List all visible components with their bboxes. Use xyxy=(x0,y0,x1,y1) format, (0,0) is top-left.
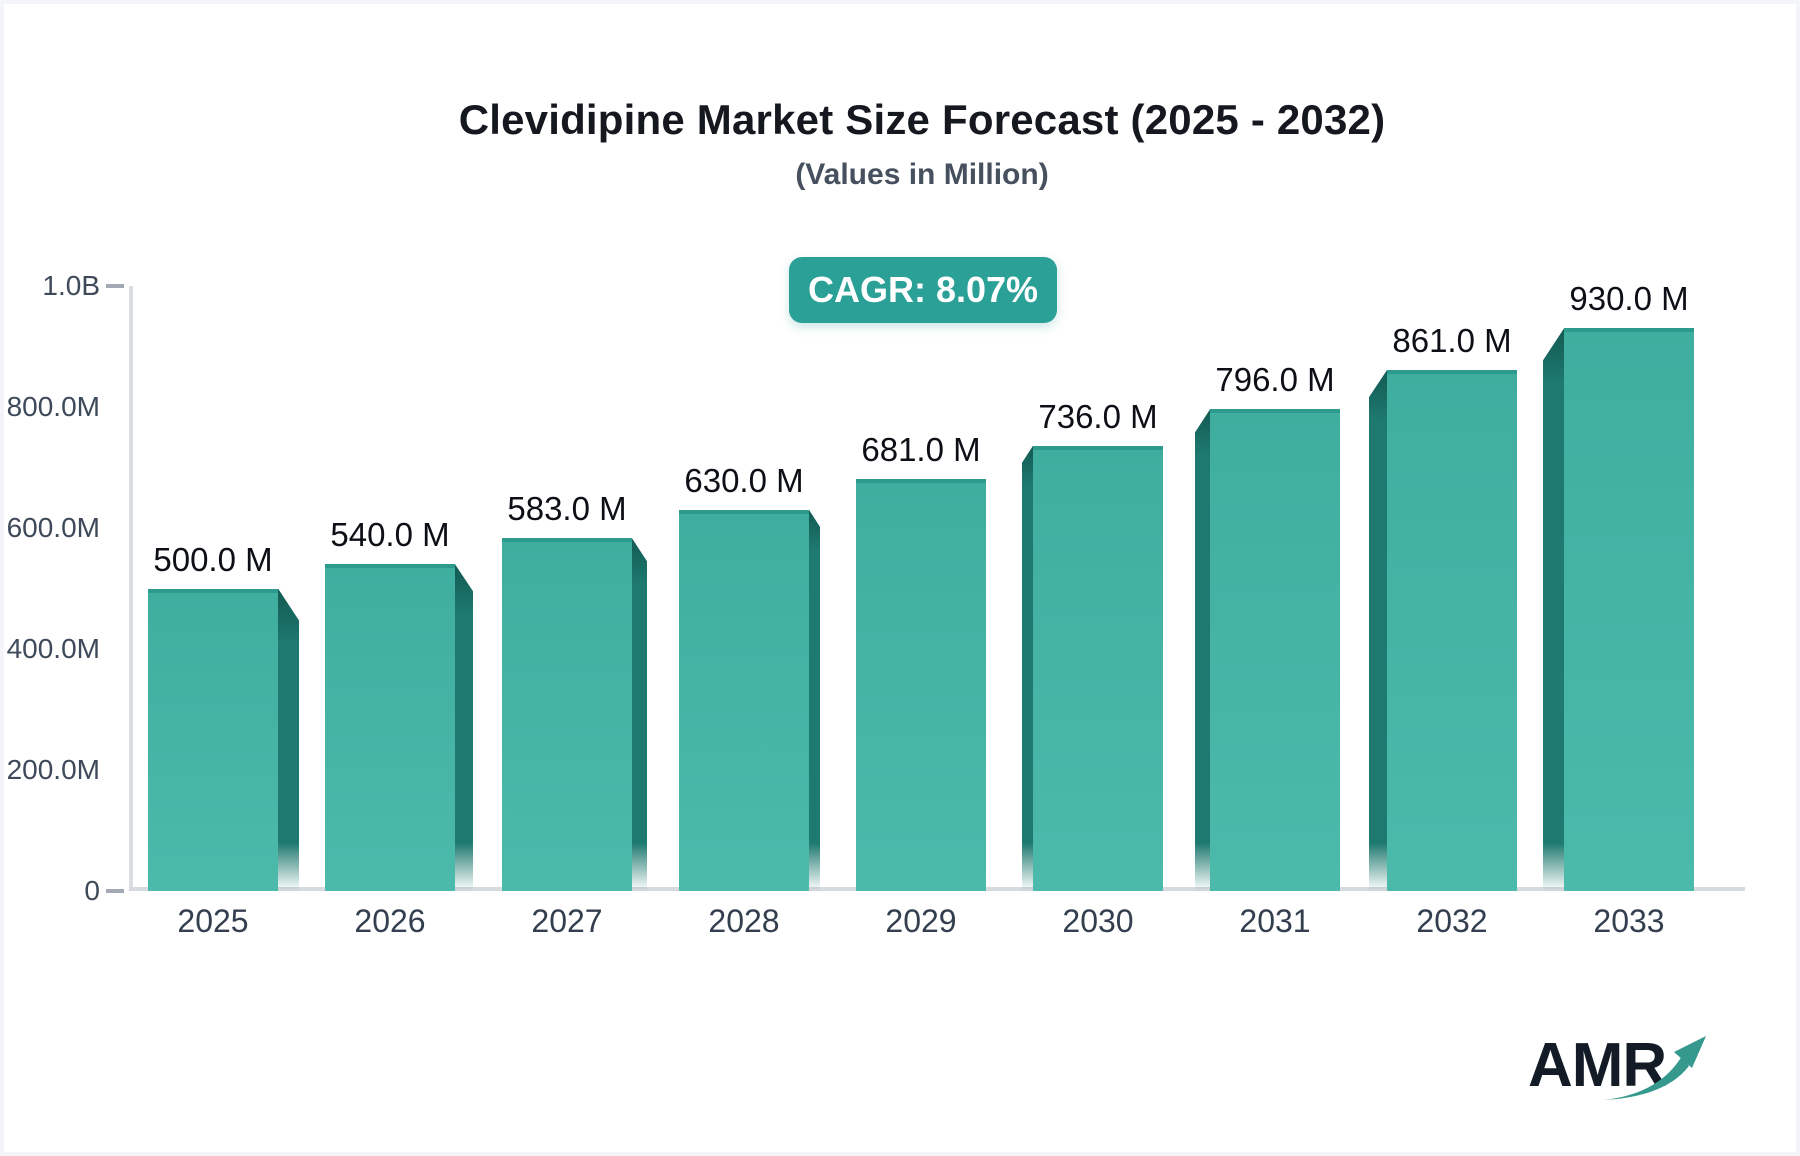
bar-3d-side-face xyxy=(1543,328,1564,891)
y-axis-line xyxy=(129,286,133,891)
bar[interactable] xyxy=(148,588,278,891)
x-tick-label: 2032 xyxy=(1416,903,1488,939)
bar-value-label: 861.0 M xyxy=(1392,322,1512,360)
bar-3d-side-face xyxy=(455,564,473,891)
bar[interactable] xyxy=(1033,445,1163,891)
x-tick-label: 2031 xyxy=(1239,903,1311,939)
bar-3d-side-face xyxy=(1022,445,1033,891)
bar[interactable] xyxy=(325,564,455,891)
chart-title: Clevidipine Market Size Forecast (2025 -… xyxy=(458,96,1386,143)
x-tick-label: 2027 xyxy=(531,903,603,939)
growth-arrow-icon xyxy=(1604,1036,1706,1100)
y-tick-dash xyxy=(106,889,124,893)
x-tick-label: 2028 xyxy=(708,903,780,939)
bar-value-label: 681.0 M xyxy=(861,430,981,468)
bar[interactable] xyxy=(1210,409,1340,891)
bar[interactable] xyxy=(1564,328,1694,891)
bar-3d-side-face xyxy=(809,509,820,891)
bar[interactable] xyxy=(502,538,632,891)
bar-3d-side-face xyxy=(1369,370,1387,891)
bar-3d-side-face xyxy=(1195,409,1210,891)
x-tick-label: 2030 xyxy=(1062,903,1134,939)
cagr-badge: CAGR: 8.07% xyxy=(789,257,1057,323)
bar-value-label: 736.0 M xyxy=(1038,397,1158,435)
bar-value-label: 540.0 M xyxy=(330,516,450,554)
bar-value-label: 796.0 M xyxy=(1215,361,1335,399)
chart-subtitle: (Values in Million) xyxy=(795,158,1049,191)
x-tick-label: 2029 xyxy=(885,903,957,939)
y-tick-label: 1.0B xyxy=(42,270,100,301)
y-tick-label: 0 xyxy=(84,875,100,906)
amr-logo: AMR xyxy=(1528,1030,1708,1120)
bar-3d-side-face xyxy=(632,538,647,891)
bar-value-label: 583.0 M xyxy=(507,490,627,528)
bar[interactable] xyxy=(1387,370,1517,891)
y-tick-label: 200.0M xyxy=(6,754,100,785)
y-tick-label: 400.0M xyxy=(6,633,100,664)
bar[interactable] xyxy=(679,509,809,891)
bar-value-label: 500.0 M xyxy=(153,540,273,578)
bar[interactable] xyxy=(856,478,986,891)
y-tick-dash xyxy=(106,284,124,288)
y-tick-label: 800.0M xyxy=(6,391,100,422)
x-tick-label: 2026 xyxy=(354,903,426,939)
amr-logo-text: AMR xyxy=(1528,1031,1667,1100)
y-tick-label: 600.0M xyxy=(6,512,100,543)
bar-3d-side-face xyxy=(278,588,299,891)
bar-value-label: 630.0 M xyxy=(684,461,804,499)
x-tick-label: 2033 xyxy=(1593,903,1665,939)
bar-value-label: 930.0 M xyxy=(1569,280,1689,318)
x-tick-label: 2025 xyxy=(177,903,249,939)
